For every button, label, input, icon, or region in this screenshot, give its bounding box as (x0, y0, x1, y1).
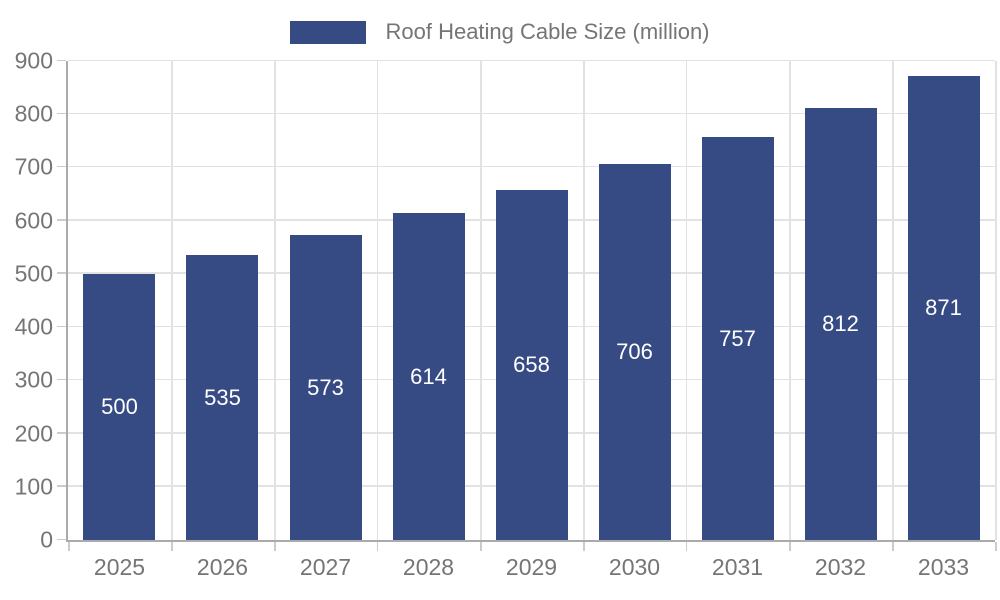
bar-value-label: 812 (822, 310, 859, 336)
plot-area: 0 100 200 300 400 500 600 700 800 900 500 2025 535 20… (15, 49, 997, 579)
x-axis-tick (995, 542, 997, 551)
x-tick-label: 2029 (505, 554, 558, 580)
grid-line-horizontal (68, 112, 995, 115)
bar-value-label: 706 (616, 339, 653, 365)
x-axis-tick (583, 542, 585, 551)
bar-value-label: 573 (307, 374, 344, 400)
grid-line-vertical (171, 61, 173, 540)
x-axis-line (66, 540, 995, 542)
y-axis-tick (57, 432, 66, 434)
x-axis-tick (789, 542, 791, 551)
x-tick-label: 2032 (814, 554, 867, 580)
bar[interactable]: 500 (83, 273, 156, 540)
x-axis-tick (480, 542, 482, 551)
x-tick-label: 2030 (608, 554, 661, 580)
bar-value-label: 658 (513, 351, 550, 377)
y-tick-label: 400 (14, 313, 53, 340)
bar[interactable]: 706 (598, 164, 671, 540)
bar[interactable]: 614 (392, 213, 465, 540)
bar[interactable]: 573 (289, 235, 362, 540)
grid-line-vertical (583, 61, 585, 540)
legend-label: Roof Heating Cable Size (million) (385, 19, 710, 44)
grid-line-horizontal (68, 59, 995, 61)
bar-value-label: 614 (410, 363, 447, 389)
y-tick-label: 600 (14, 207, 53, 234)
bar-value-label: 757 (719, 325, 756, 351)
y-tick-label: 0 (40, 526, 53, 553)
y-tick-label: 700 (14, 153, 53, 180)
legend-item[interactable]: Roof Heating Cable Size (million) (290, 19, 710, 45)
y-tick-label: 900 (14, 47, 53, 74)
y-axis-tick (57, 59, 66, 61)
bar[interactable]: 658 (495, 189, 568, 540)
bar[interactable]: 757 (701, 137, 774, 540)
x-axis-tick (376, 542, 379, 551)
x-tick-label: 2031 (711, 554, 764, 580)
x-tick-label: 2033 (917, 554, 970, 580)
x-axis-tick (892, 542, 894, 551)
y-axis-tick (57, 219, 66, 221)
y-tick-label: 100 (14, 473, 53, 500)
y-axis-tick (57, 538, 66, 540)
y-tick-label: 800 (14, 100, 53, 127)
grid-line-vertical (789, 61, 791, 540)
x-axis-tick (274, 542, 276, 551)
grid-line-vertical (892, 61, 894, 540)
bar-value-label: 871 (925, 295, 962, 321)
y-axis-tick (57, 378, 66, 381)
y-tick-label: 500 (14, 260, 53, 287)
grid-line-vertical (685, 61, 688, 540)
grid-line-vertical (480, 61, 482, 540)
x-tick-label: 2028 (402, 554, 455, 580)
bar-value-label: 535 (204, 384, 241, 410)
x-tick-label: 2025 (93, 554, 146, 580)
x-axis-tick (171, 542, 173, 551)
bar[interactable]: 535 (186, 255, 259, 540)
x-axis-tick (68, 542, 70, 551)
y-axis-tick (57, 485, 66, 487)
y-tick-label: 300 (14, 366, 53, 393)
y-axis-tick (57, 272, 66, 274)
y-axis-line (66, 61, 68, 542)
bar-value-label: 500 (101, 393, 138, 419)
grid-line-vertical (274, 61, 276, 540)
y-axis-tick (57, 112, 66, 115)
x-tick-label: 2027 (299, 554, 352, 580)
x-tick-label: 2026 (196, 554, 249, 580)
y-axis-tick (57, 165, 66, 168)
legend-swatch (290, 20, 367, 44)
x-axis-tick (685, 542, 688, 551)
y-tick-label: 200 (14, 420, 53, 447)
grid-line-vertical (376, 61, 379, 540)
grid-line-vertical (995, 61, 997, 540)
grid-line-horizontal (68, 165, 995, 168)
y-axis-tick (57, 325, 66, 328)
legend: Roof Heating Cable Size (million) (0, 19, 1000, 45)
bar[interactable]: 812 (804, 107, 877, 540)
bar[interactable]: 871 (907, 76, 980, 540)
